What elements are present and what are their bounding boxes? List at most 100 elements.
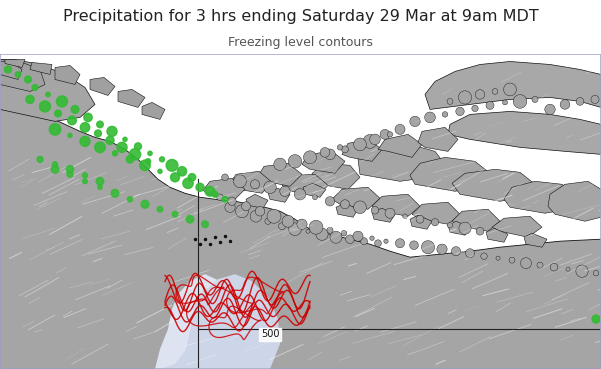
Circle shape [384, 239, 388, 244]
Circle shape [395, 239, 404, 248]
Circle shape [520, 258, 531, 269]
Circle shape [353, 201, 367, 214]
Circle shape [472, 105, 478, 111]
Polygon shape [336, 203, 358, 217]
Circle shape [416, 215, 424, 223]
Circle shape [537, 262, 543, 268]
Circle shape [177, 167, 187, 176]
Circle shape [387, 132, 392, 137]
Polygon shape [5, 59, 25, 68]
Circle shape [145, 159, 151, 164]
Circle shape [576, 265, 588, 277]
Circle shape [196, 183, 204, 192]
Circle shape [157, 207, 163, 212]
Circle shape [158, 169, 162, 173]
Polygon shape [372, 208, 395, 222]
Circle shape [447, 223, 453, 228]
Circle shape [234, 175, 246, 188]
Circle shape [306, 229, 310, 233]
Polygon shape [425, 62, 601, 110]
Polygon shape [155, 274, 235, 369]
Polygon shape [504, 181, 578, 213]
Circle shape [98, 185, 102, 189]
Circle shape [593, 270, 599, 276]
Circle shape [545, 104, 555, 115]
Circle shape [265, 218, 271, 224]
Circle shape [166, 159, 178, 171]
Circle shape [222, 174, 228, 181]
Circle shape [475, 90, 485, 99]
Circle shape [51, 165, 59, 173]
Polygon shape [229, 171, 272, 193]
Circle shape [576, 97, 584, 105]
Circle shape [313, 195, 317, 200]
Circle shape [437, 244, 447, 254]
Circle shape [25, 76, 31, 83]
Circle shape [84, 113, 92, 122]
Circle shape [222, 196, 228, 202]
Circle shape [361, 238, 368, 245]
Polygon shape [452, 209, 500, 231]
Circle shape [496, 256, 500, 260]
Circle shape [353, 231, 363, 241]
Circle shape [107, 127, 117, 137]
Circle shape [5, 66, 11, 73]
Polygon shape [118, 89, 145, 107]
Polygon shape [246, 194, 268, 208]
Circle shape [340, 200, 350, 209]
Polygon shape [268, 188, 290, 202]
Circle shape [66, 166, 74, 173]
Circle shape [304, 151, 317, 164]
Circle shape [451, 246, 460, 256]
Circle shape [320, 148, 330, 157]
Circle shape [171, 173, 180, 182]
Polygon shape [303, 183, 326, 197]
Circle shape [37, 156, 43, 162]
Circle shape [117, 142, 127, 152]
Circle shape [370, 134, 380, 145]
Polygon shape [160, 274, 280, 369]
Circle shape [148, 151, 152, 155]
Circle shape [325, 197, 335, 206]
Circle shape [55, 110, 61, 117]
Circle shape [202, 221, 209, 228]
Polygon shape [410, 157, 490, 191]
Polygon shape [358, 144, 445, 181]
Circle shape [212, 192, 218, 197]
Circle shape [288, 223, 301, 235]
Circle shape [242, 202, 251, 211]
Circle shape [274, 158, 286, 170]
Polygon shape [524, 233, 547, 247]
Circle shape [56, 96, 67, 107]
Circle shape [385, 208, 395, 218]
Circle shape [297, 219, 307, 230]
Circle shape [325, 149, 335, 160]
Polygon shape [90, 77, 115, 96]
Circle shape [371, 206, 379, 214]
Circle shape [346, 235, 355, 244]
Circle shape [46, 92, 50, 97]
Circle shape [94, 130, 102, 137]
Circle shape [492, 89, 498, 94]
Polygon shape [448, 221, 470, 235]
Circle shape [403, 214, 407, 218]
Circle shape [188, 173, 196, 181]
Polygon shape [410, 215, 432, 229]
Polygon shape [486, 228, 508, 242]
Circle shape [255, 207, 265, 216]
Circle shape [123, 137, 127, 141]
Circle shape [316, 228, 328, 240]
Circle shape [410, 241, 418, 249]
Circle shape [459, 222, 471, 234]
Circle shape [363, 134, 377, 148]
Circle shape [327, 227, 333, 233]
Polygon shape [0, 59, 95, 121]
Polygon shape [342, 139, 382, 161]
Polygon shape [185, 284, 248, 369]
Circle shape [71, 106, 79, 113]
Circle shape [421, 241, 435, 254]
Circle shape [566, 267, 570, 271]
Circle shape [67, 171, 73, 177]
Text: Freezing level contours: Freezing level contours [228, 36, 373, 49]
Circle shape [370, 236, 374, 241]
